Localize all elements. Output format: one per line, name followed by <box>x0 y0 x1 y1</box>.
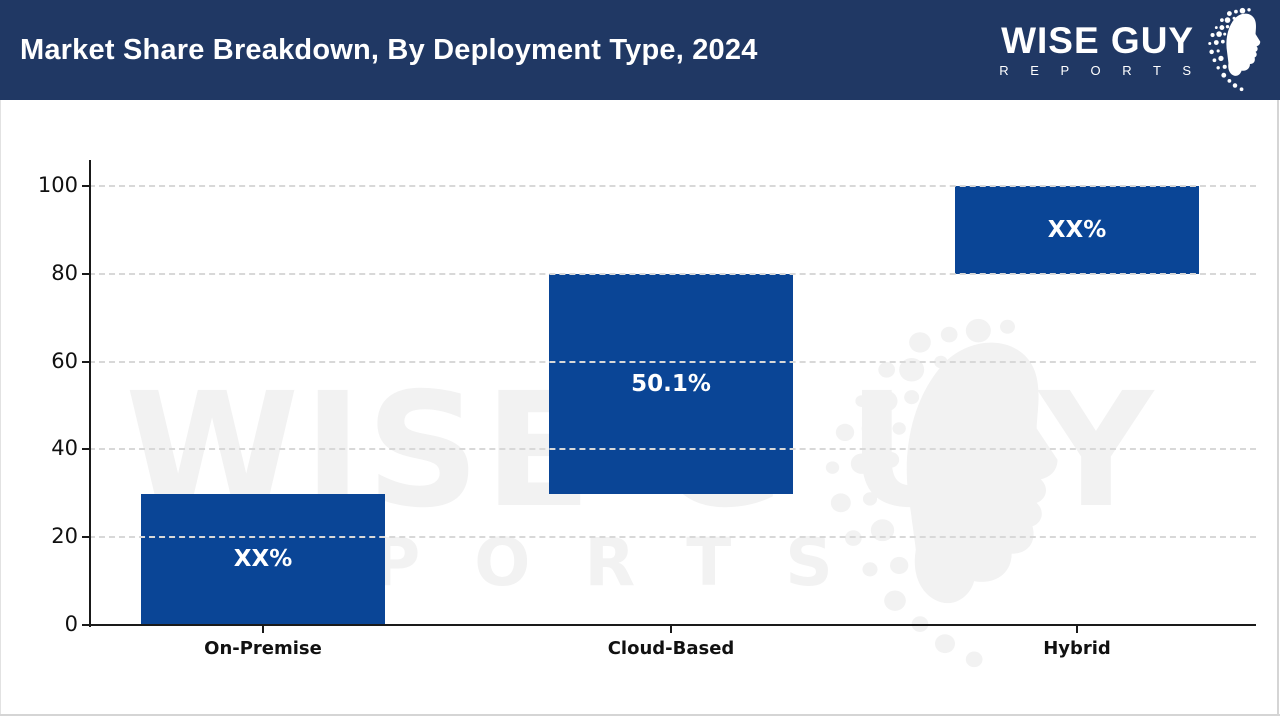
x-tick-label-cloud-based: Cloud-Based <box>607 638 735 659</box>
y-tick-0 <box>82 624 90 626</box>
gridline-100 <box>89 185 1256 187</box>
x-tick-hybrid <box>1076 625 1078 633</box>
gridline-80 <box>89 272 1256 275</box>
y-tick-20 <box>82 536 90 539</box>
x-axis <box>82 624 1256 626</box>
gridline-40 <box>89 448 1256 451</box>
gridline-20 <box>89 536 1256 539</box>
x-tick-label-hybrid: Hybrid <box>1043 638 1111 659</box>
gridline-60 <box>89 360 1256 363</box>
bar-value-label: XX% <box>1047 216 1107 243</box>
bar-hybrid[interactable]: XX% <box>955 186 1199 274</box>
page-title: Market Share Breakdown, By Deployment Ty… <box>20 33 758 66</box>
y-tick-label-0: 0 <box>64 612 78 636</box>
y-tick-label-80: 80 <box>51 260 78 285</box>
page-border-left <box>0 100 1 716</box>
bar-cloud-based[interactable]: 50.1% <box>549 273 793 494</box>
x-tick-cloud-based <box>670 625 672 633</box>
chart-plot-area: WISE G U Y REPORTS XX%50.1%XX%0204060801… <box>0 100 1280 714</box>
header-bar: Market Share Breakdown, By Deployment Ty… <box>0 0 1280 100</box>
logo-text: WISE GUY R E P O R T S <box>995 20 1200 78</box>
y-tick-80 <box>82 272 90 275</box>
y-tick-label-40: 40 <box>51 436 78 461</box>
logo-wordmark: WISE GUY <box>1001 20 1195 62</box>
x-tick-on-premise <box>262 625 264 633</box>
x-tick-label-on-premise: On-Premise <box>204 638 322 659</box>
bar-on-premise[interactable]: XX% <box>141 493 385 625</box>
y-tick-100 <box>82 185 90 187</box>
bar-value-label: 50.1% <box>631 370 711 397</box>
dotted-head-icon <box>1208 7 1261 92</box>
bar-value-label: XX% <box>233 546 293 573</box>
y-tick-label-20: 20 <box>51 524 78 549</box>
y-tick-label-100: 100 <box>37 173 78 197</box>
logo-subtitle: R E P O R T S <box>999 62 1200 78</box>
watermark-head-graphic <box>825 318 1058 668</box>
page-border-right <box>1277 100 1279 716</box>
y-axis <box>89 160 91 627</box>
page-border-bottom <box>0 714 1280 716</box>
logo: WISE GUY R E P O R T S <box>995 7 1280 93</box>
y-tick-label-60: 60 <box>51 348 78 373</box>
y-tick-60 <box>82 360 90 363</box>
y-tick-40 <box>82 448 90 451</box>
